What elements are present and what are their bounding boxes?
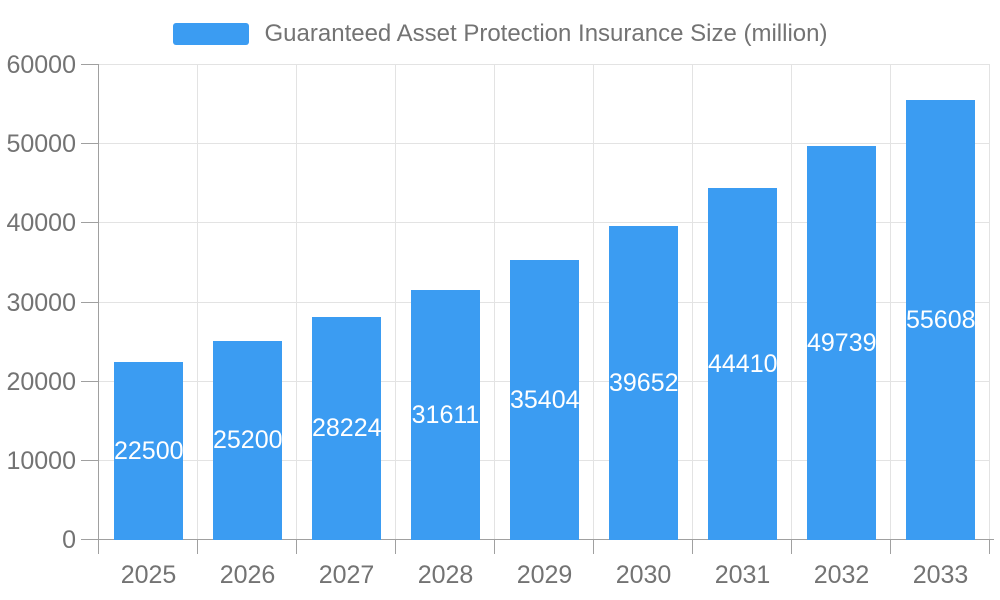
h-gridline <box>99 64 990 65</box>
y-axis-label: 10000 <box>6 446 76 475</box>
x-axis-label: 2027 <box>318 561 375 589</box>
bar-value-label: 49739 <box>807 329 877 358</box>
x-axis-label: 2031 <box>714 561 771 589</box>
v-gridline <box>395 65 396 540</box>
x-axis-tick <box>593 540 594 554</box>
x-axis-label: 2032 <box>813 561 870 589</box>
x-axis-tick <box>890 540 891 554</box>
legend-label: Guaranteed Asset Protection Insurance Si… <box>264 20 828 47</box>
x-axis-tick <box>494 540 495 554</box>
bar-2033[interactable] <box>906 99 975 540</box>
v-gridline <box>989 65 990 540</box>
x-axis-tick <box>197 540 198 554</box>
y-axis-tick <box>81 301 99 303</box>
legend-swatch <box>172 23 249 45</box>
v-gridline <box>692 65 693 540</box>
bar-value-label: 35404 <box>510 385 580 414</box>
bar-2029[interactable] <box>510 259 579 540</box>
bar-2027[interactable] <box>312 316 381 540</box>
bar-2025[interactable] <box>114 361 183 540</box>
y-axis-label: 20000 <box>6 367 76 396</box>
y-axis-tick <box>81 222 99 224</box>
x-axis-label: 2029 <box>516 561 573 589</box>
bar-value-label: 22500 <box>114 436 184 465</box>
y-axis-label: 30000 <box>6 288 76 317</box>
bar-value-label: 28224 <box>312 414 382 443</box>
y-axis-label: 50000 <box>6 130 76 159</box>
bar-value-label: 44410 <box>708 350 778 379</box>
x-axis-tick <box>395 540 396 554</box>
x-axis-label: 2028 <box>417 561 474 589</box>
y-axis-tick <box>81 380 99 382</box>
bar-2032[interactable] <box>807 146 876 540</box>
y-axis-line <box>98 65 99 554</box>
x-axis-tick <box>791 540 792 554</box>
x-axis-tick <box>296 540 297 554</box>
v-gridline <box>791 65 792 540</box>
x-axis-label: 2026 <box>219 561 276 589</box>
y-axis-tick <box>81 459 99 461</box>
bar-2031[interactable] <box>708 188 777 540</box>
bar-2028[interactable] <box>411 289 480 540</box>
v-gridline <box>593 65 594 540</box>
bar-value-label: 39652 <box>609 369 679 398</box>
v-gridline <box>494 65 495 540</box>
bar-value-label: 55608 <box>906 305 976 334</box>
v-gridline <box>296 65 297 540</box>
v-gridline <box>197 65 198 540</box>
y-axis-label: 0 <box>62 526 76 554</box>
h-gridline <box>99 143 990 145</box>
y-axis-label: 60000 <box>6 51 76 79</box>
v-gridline <box>890 65 891 540</box>
y-axis-tick <box>81 64 99 65</box>
y-axis-tick <box>81 143 99 145</box>
chart-legend[interactable]: Guaranteed Asset Protection Insurance Si… <box>0 20 1000 47</box>
bar-2026[interactable] <box>213 340 282 540</box>
bar-value-label: 31611 <box>411 400 480 429</box>
h-gridline <box>99 222 990 224</box>
y-axis-label: 40000 <box>6 209 76 238</box>
y-axis-tick <box>81 539 99 540</box>
x-axis-label: 2030 <box>615 561 672 589</box>
x-axis-label: 2033 <box>912 561 969 589</box>
x-axis-tick <box>989 540 990 554</box>
x-axis-label: 2025 <box>120 561 177 589</box>
x-axis-tick <box>692 540 693 554</box>
bar-value-label: 25200 <box>213 426 283 455</box>
bar-2030[interactable] <box>609 226 678 540</box>
